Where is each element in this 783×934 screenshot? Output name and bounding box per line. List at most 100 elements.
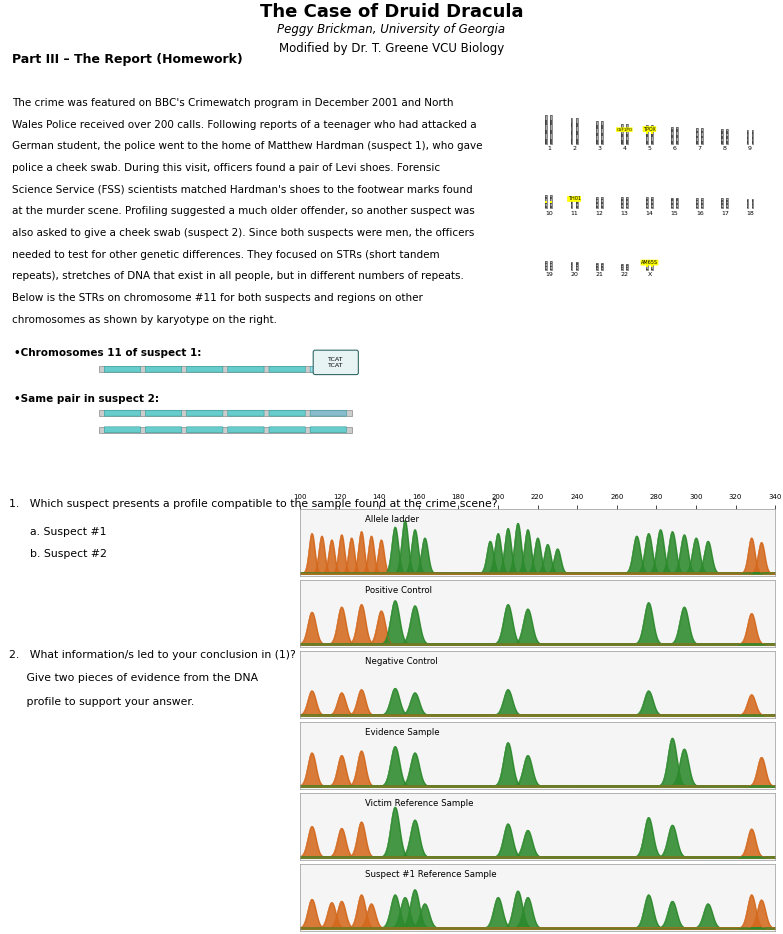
Bar <box>571 202 572 205</box>
Bar <box>696 198 698 200</box>
Bar <box>626 203 628 205</box>
Bar <box>571 266 572 267</box>
FancyBboxPatch shape <box>186 427 223 432</box>
Bar <box>746 206 749 208</box>
Bar <box>727 129 728 144</box>
Bar <box>571 122 572 127</box>
Bar <box>696 205 698 206</box>
Bar <box>596 196 597 208</box>
Text: Peggy Brickman, University of Georgia: Peggy Brickman, University of Georgia <box>277 23 506 36</box>
Text: 12: 12 <box>595 211 603 216</box>
Text: Modified by Dr. T. Greene VCU Biology: Modified by Dr. T. Greene VCU Biology <box>279 42 504 55</box>
Bar <box>727 205 728 206</box>
Bar <box>601 121 603 125</box>
Bar <box>621 197 622 199</box>
Bar <box>752 201 753 202</box>
Bar <box>696 204 698 205</box>
FancyBboxPatch shape <box>269 410 305 416</box>
FancyBboxPatch shape <box>186 410 223 416</box>
Bar <box>601 206 603 208</box>
FancyBboxPatch shape <box>228 366 264 372</box>
Bar <box>550 202 552 204</box>
Text: 13: 13 <box>620 211 628 216</box>
FancyBboxPatch shape <box>310 410 346 416</box>
Text: The Case of Druid Dracula: The Case of Druid Dracula <box>260 3 523 21</box>
Bar <box>721 136 723 139</box>
Bar <box>752 199 753 208</box>
Bar <box>576 266 578 267</box>
FancyBboxPatch shape <box>146 366 182 372</box>
Bar <box>677 130 678 133</box>
Bar <box>702 202 703 204</box>
Bar <box>671 201 673 203</box>
Bar <box>752 132 753 134</box>
Bar <box>626 197 628 208</box>
Bar <box>626 269 628 270</box>
Bar <box>571 263 572 264</box>
Bar <box>550 116 552 120</box>
Bar <box>576 131 578 135</box>
Bar <box>696 141 698 144</box>
Bar <box>646 269 648 270</box>
Bar <box>601 140 603 144</box>
Bar <box>596 262 597 270</box>
Bar <box>546 267 547 269</box>
Bar <box>752 205 753 206</box>
Bar <box>546 195 547 208</box>
Text: 6: 6 <box>673 146 677 151</box>
Bar <box>626 263 628 270</box>
Bar <box>626 205 628 206</box>
Bar <box>626 206 628 208</box>
Bar <box>646 205 648 206</box>
Bar <box>752 130 753 144</box>
Bar <box>696 202 698 204</box>
Bar <box>576 200 578 202</box>
Bar <box>752 130 753 132</box>
Bar <box>576 205 578 206</box>
Bar <box>727 134 728 136</box>
Text: AM65S: AM65S <box>641 260 658 265</box>
Bar <box>621 123 622 144</box>
Bar <box>546 139 547 144</box>
Bar <box>550 130 552 134</box>
Bar <box>746 134 749 136</box>
Bar <box>546 201 547 203</box>
FancyBboxPatch shape <box>228 410 264 416</box>
Bar <box>746 199 749 201</box>
Bar <box>677 201 678 203</box>
Bar <box>596 196 597 199</box>
Bar <box>576 196 578 208</box>
Bar <box>646 141 648 144</box>
Bar <box>626 134 628 137</box>
Bar <box>546 264 547 266</box>
Text: TPOX: TPOX <box>643 127 656 132</box>
Bar <box>696 200 698 202</box>
Bar <box>702 205 703 206</box>
Bar <box>546 262 547 270</box>
Bar <box>671 200 673 201</box>
Bar <box>596 133 597 136</box>
FancyBboxPatch shape <box>146 427 182 432</box>
Text: profile to support your answer.: profile to support your answer. <box>9 697 195 707</box>
FancyBboxPatch shape <box>269 427 305 432</box>
Text: TH01: TH01 <box>413 589 433 598</box>
Bar <box>621 264 622 266</box>
Bar <box>646 125 648 128</box>
Text: The crime was featured on BBC's Crimewatch program in December 2001 and North: The crime was featured on BBC's Crimewat… <box>12 98 453 108</box>
Bar <box>99 410 352 417</box>
Bar <box>696 134 698 135</box>
Bar <box>646 203 648 205</box>
Bar <box>646 206 648 208</box>
Text: CSF1PO: CSF1PO <box>616 128 633 132</box>
Bar <box>576 269 578 270</box>
Bar <box>596 265 597 266</box>
Text: X: X <box>648 273 651 277</box>
Bar <box>546 134 547 139</box>
Bar <box>651 125 653 144</box>
Bar <box>702 141 703 144</box>
Bar <box>651 132 653 134</box>
Bar <box>646 201 648 203</box>
Bar <box>596 199 597 201</box>
Text: chromosomes as shown by karyotype on the right.: chromosomes as shown by karyotype on the… <box>12 315 276 325</box>
Bar <box>621 137 622 140</box>
